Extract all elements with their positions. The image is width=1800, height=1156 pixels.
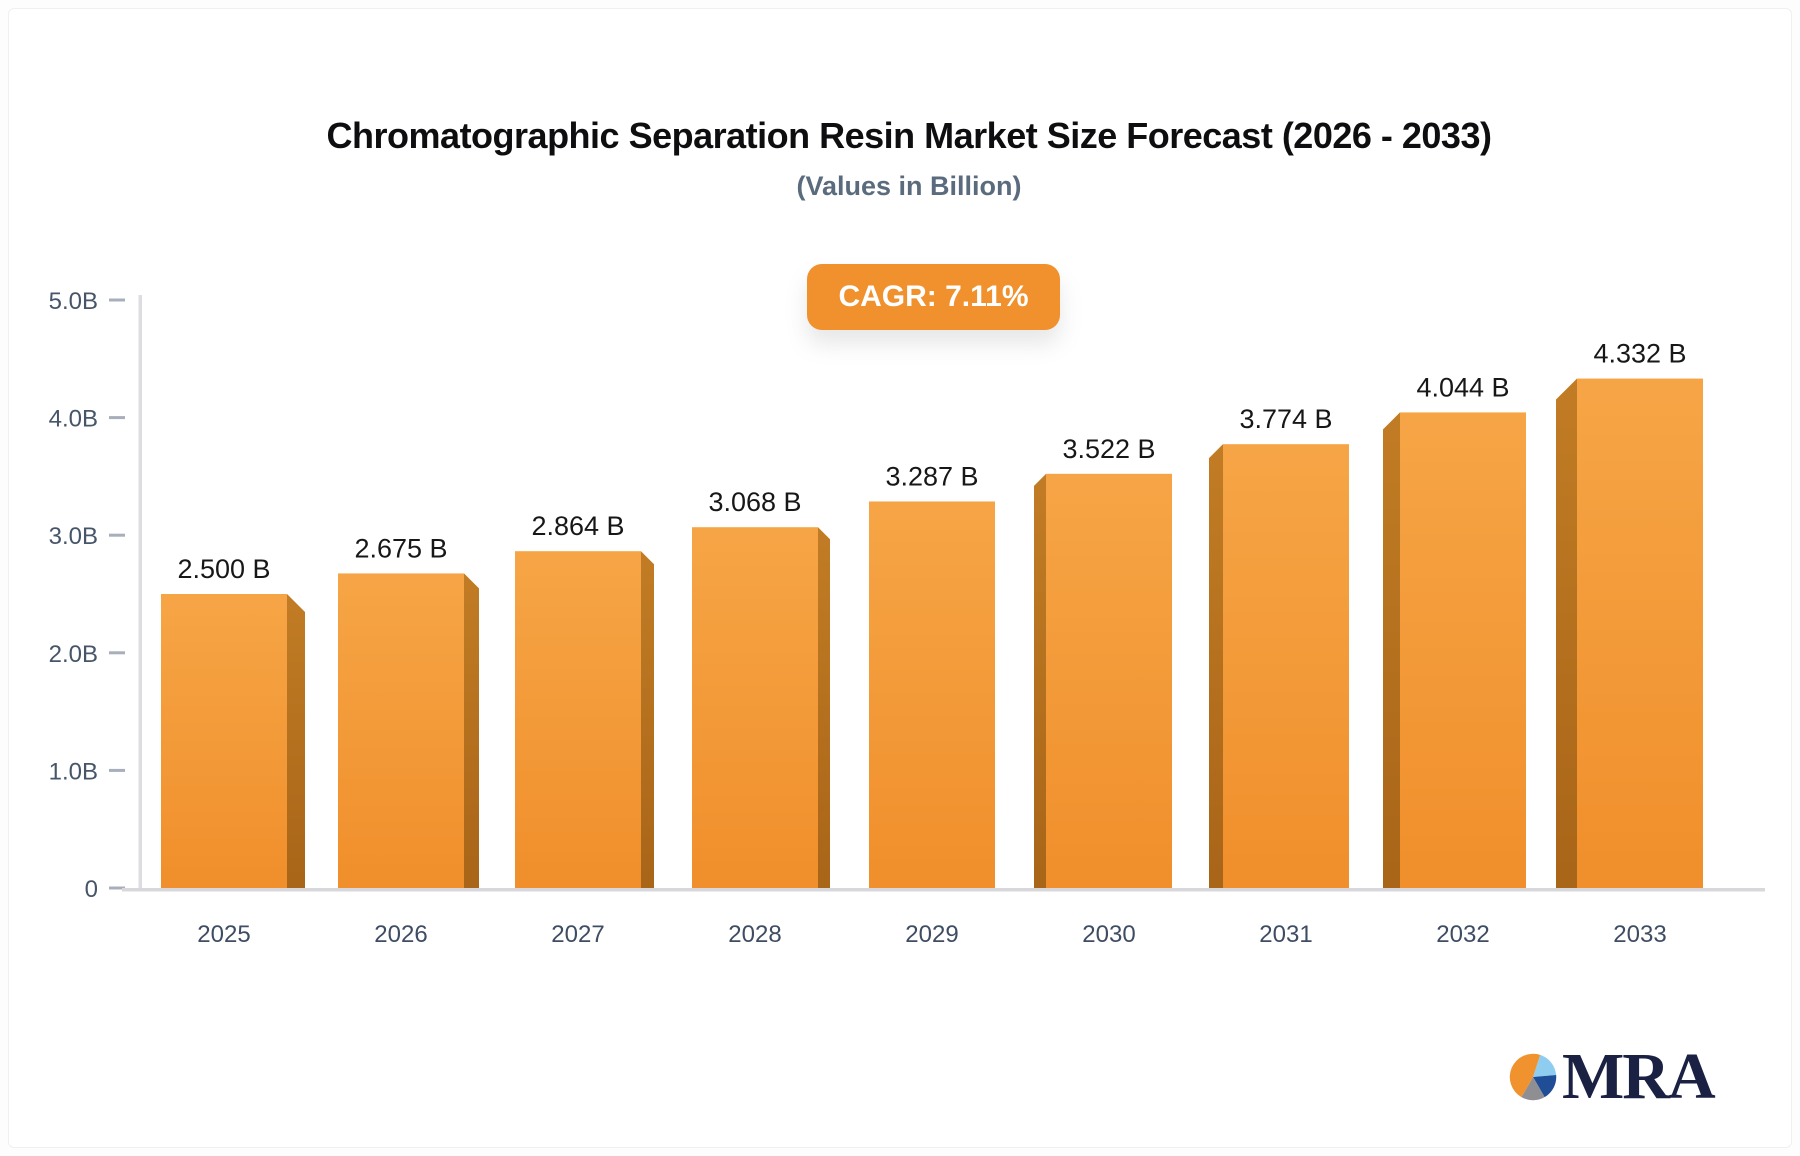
- bar-face: [869, 501, 995, 888]
- bar-face: [1577, 378, 1703, 888]
- bar-side-face: [1383, 412, 1400, 888]
- bar-value-label: 4.044 B: [1416, 372, 1509, 402]
- bar-face: [161, 594, 287, 888]
- cagr-badge-label: CAGR: 7.11%: [838, 280, 1029, 313]
- brand-logo: MRA: [1509, 1040, 1716, 1113]
- axis-layer: 5.0B 4.0B 3.0B 2.0B 1.0B 0: [49, 288, 142, 903]
- bar-chart: 5.0B 4.0B 3.0B 2.0B 1.0B 0 2.500 B 2025 2.675 B…: [49, 288, 1765, 948]
- brand-logo-text: MRA: [1562, 1040, 1716, 1113]
- bar-side-face: [1034, 473, 1046, 888]
- x-axis-label-2026: 2026: [374, 921, 427, 948]
- y-tick-mark-2.0B: [109, 651, 125, 655]
- bar-side-face: [1556, 378, 1577, 888]
- x-axis-line: [122, 888, 1765, 892]
- y-tick-mark-3.0B: [109, 533, 125, 537]
- bar-side-face: [1209, 444, 1223, 888]
- bar-value-label: 2.500 B: [177, 554, 270, 584]
- bar-group-2028: 3.068 B 2028: [692, 487, 830, 948]
- bar-group-2025: 2.500 B 2025: [161, 554, 305, 948]
- bar-group-2031: 3.774 B 2031: [1209, 404, 1349, 948]
- y-tick-label-5.0B: 5.0B: [49, 288, 98, 315]
- bar-face: [1400, 412, 1526, 888]
- bar-side-face: [464, 573, 479, 888]
- y-tick-label-1.0B: 1.0B: [49, 758, 98, 785]
- x-axis-label-2027: 2027: [551, 921, 604, 948]
- y-tick-label-2.0B: 2.0B: [49, 641, 98, 668]
- bar-face: [338, 573, 464, 888]
- y-tick-mark-1.0B: [109, 768, 125, 772]
- y-tick-label-0: 0: [85, 876, 98, 903]
- y-tick-mark-4.0B: [109, 416, 125, 420]
- bar-value-label: 3.774 B: [1239, 404, 1332, 434]
- bar-value-label: 3.287 B: [885, 461, 978, 491]
- baseline-layer: [122, 888, 1765, 892]
- x-axis-label-2025: 2025: [197, 921, 250, 948]
- bar-value-label: 4.332 B: [1593, 339, 1686, 369]
- x-axis-label-2030: 2030: [1082, 921, 1135, 948]
- bar-face: [1046, 473, 1172, 888]
- bar-group-2029: 3.287 B 2029: [869, 461, 995, 948]
- bar-group-2030: 3.522 B 2030: [1034, 434, 1172, 948]
- bar-side-face: [287, 594, 305, 888]
- bar-face: [1223, 444, 1349, 888]
- x-axis-label-2033: 2033: [1613, 921, 1666, 948]
- bar-value-label: 3.522 B: [1062, 434, 1155, 464]
- bar-group-2032: 4.044 B 2032: [1383, 372, 1526, 948]
- chart-subtitle: (Values in Billion): [796, 171, 1022, 201]
- bar-value-label: 3.068 B: [708, 487, 801, 517]
- bar-group-2026: 2.675 B 2026: [338, 533, 479, 948]
- chart-card: Chromatographic Separation Resin Market …: [8, 8, 1792, 1148]
- x-axis-label-2031: 2031: [1259, 921, 1312, 948]
- x-axis-label-2029: 2029: [905, 921, 958, 948]
- y-axis-line: [138, 295, 142, 891]
- bar-value-label: 2.675 B: [354, 533, 447, 563]
- y-tick-mark-5.0B: [109, 298, 125, 302]
- bar-group-2033: 4.332 B 2033: [1556, 339, 1703, 948]
- bars-layer: 2.500 B 2025 2.675 B 2026 2.864 B 2027 3.068 B…: [161, 339, 1703, 948]
- y-tick-mark-0: [109, 886, 125, 890]
- bar-side-face: [818, 527, 830, 888]
- y-tick-label-3.0B: 3.0B: [49, 523, 98, 550]
- x-axis-label-2028: 2028: [728, 921, 781, 948]
- bar-group-2027: 2.864 B 2027: [515, 511, 654, 948]
- bar-face: [515, 551, 641, 888]
- cagr-badge: CAGR: 7.11%: [807, 264, 1060, 330]
- bar-value-label: 2.864 B: [531, 511, 624, 541]
- chart-title: Chromatographic Separation Resin Market …: [326, 115, 1492, 156]
- pie-chart-icon: [1509, 1053, 1557, 1101]
- x-axis-label-2032: 2032: [1436, 921, 1489, 948]
- bar-face: [692, 527, 818, 888]
- y-tick-label-4.0B: 4.0B: [49, 406, 98, 433]
- bar-side-face: [641, 551, 654, 888]
